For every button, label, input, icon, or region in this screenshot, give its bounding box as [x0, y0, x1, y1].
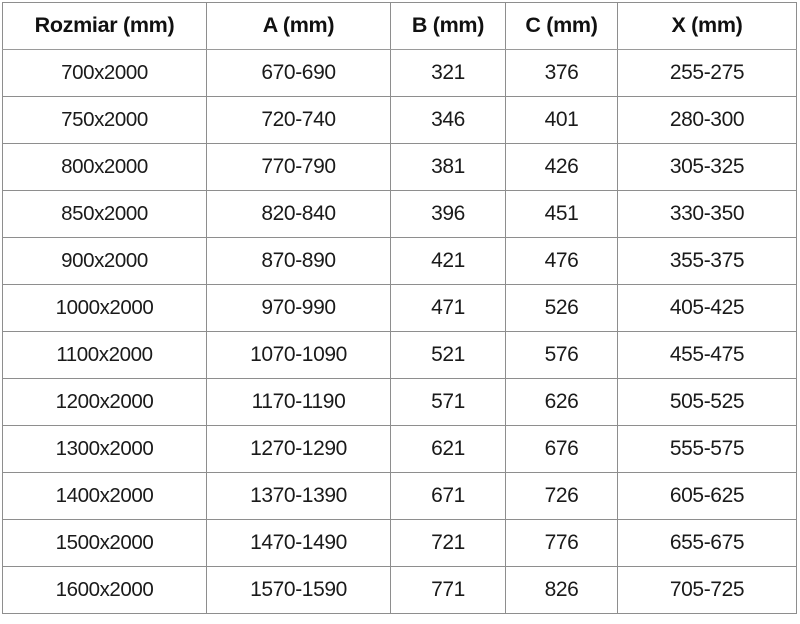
cell-b: 421: [390, 237, 506, 285]
column-header-x: X (mm): [617, 2, 797, 50]
cell-c: 826: [505, 566, 618, 614]
cell-size: 1600x2000: [2, 566, 207, 614]
cell-b: 621: [390, 425, 506, 473]
cell-x: 505-525: [617, 378, 797, 426]
cell-x: 280-300: [617, 96, 797, 144]
table-header-row: Rozmiar (mm) A (mm) B (mm) C (mm) X (mm): [2, 2, 797, 50]
cell-c: 576: [505, 331, 618, 379]
table-header: Rozmiar (mm) A (mm) B (mm) C (mm) X (mm): [2, 2, 797, 50]
cell-size: 1200x2000: [2, 378, 207, 426]
cell-b: 396: [390, 190, 506, 238]
cell-a: 770-790: [206, 143, 391, 191]
cell-size: 850x2000: [2, 190, 207, 238]
cell-a: 820-840: [206, 190, 391, 238]
cell-size: 1000x2000: [2, 284, 207, 332]
column-header-c: C (mm): [505, 2, 618, 50]
table-body: 700x2000 670-690 321 376 255-275 750x2000 720-…: [2, 49, 797, 614]
table-row: 1500x2000 1470-1490 721 776 655-675: [2, 519, 797, 567]
cell-b: 381: [390, 143, 506, 191]
table-row: 800x2000 770-790 381 426 305-325: [2, 143, 797, 191]
cell-x: 330-350: [617, 190, 797, 238]
table-row: 1100x2000 1070-1090 521 576 455-475: [2, 331, 797, 379]
cell-x: 455-475: [617, 331, 797, 379]
cell-a: 1070-1090: [206, 331, 391, 379]
table-row: 1400x2000 1370-1390 671 726 605-625: [2, 472, 797, 520]
cell-a: 1370-1390: [206, 472, 391, 520]
cell-x: 405-425: [617, 284, 797, 332]
table-row: 1200x2000 1170-1190 571 626 505-525: [2, 378, 797, 426]
cell-c: 626: [505, 378, 618, 426]
cell-c: 376: [505, 49, 618, 97]
table-row: 1000x2000 970-990 471 526 405-425: [2, 284, 797, 332]
cell-b: 471: [390, 284, 506, 332]
cell-c: 726: [505, 472, 618, 520]
cell-size: 1500x2000: [2, 519, 207, 567]
column-header-size: Rozmiar (mm): [2, 2, 207, 50]
cell-x: 705-725: [617, 566, 797, 614]
cell-x: 605-625: [617, 472, 797, 520]
cell-c: 426: [505, 143, 618, 191]
specification-table-container: Rozmiar (mm) A (mm) B (mm) C (mm) X (mm)…: [2, 2, 797, 614]
cell-b: 321: [390, 49, 506, 97]
column-header-a: A (mm): [206, 2, 391, 50]
table-row: 900x2000 870-890 421 476 355-375: [2, 237, 797, 285]
cell-a: 1270-1290: [206, 425, 391, 473]
cell-size: 1400x2000: [2, 472, 207, 520]
dimensions-table: Rozmiar (mm) A (mm) B (mm) C (mm) X (mm)…: [2, 2, 797, 614]
cell-b: 671: [390, 472, 506, 520]
cell-a: 970-990: [206, 284, 391, 332]
cell-b: 771: [390, 566, 506, 614]
cell-size: 750x2000: [2, 96, 207, 144]
cell-size: 800x2000: [2, 143, 207, 191]
cell-a: 1470-1490: [206, 519, 391, 567]
cell-c: 401: [505, 96, 618, 144]
cell-size: 700x2000: [2, 49, 207, 97]
cell-b: 721: [390, 519, 506, 567]
cell-c: 676: [505, 425, 618, 473]
cell-a: 720-740: [206, 96, 391, 144]
cell-size: 900x2000: [2, 237, 207, 285]
cell-size: 1300x2000: [2, 425, 207, 473]
table-row: 700x2000 670-690 321 376 255-275: [2, 49, 797, 97]
table-row: 1300x2000 1270-1290 621 676 555-575: [2, 425, 797, 473]
cell-c: 776: [505, 519, 618, 567]
cell-b: 346: [390, 96, 506, 144]
table-row: 750x2000 720-740 346 401 280-300: [2, 96, 797, 144]
cell-b: 521: [390, 331, 506, 379]
cell-x: 555-575: [617, 425, 797, 473]
table-row: 850x2000 820-840 396 451 330-350: [2, 190, 797, 238]
table-row: 1600x2000 1570-1590 771 826 705-725: [2, 566, 797, 614]
cell-b: 571: [390, 378, 506, 426]
cell-x: 255-275: [617, 49, 797, 97]
cell-c: 526: [505, 284, 618, 332]
cell-c: 476: [505, 237, 618, 285]
cell-a: 670-690: [206, 49, 391, 97]
cell-x: 305-325: [617, 143, 797, 191]
cell-size: 1100x2000: [2, 331, 207, 379]
cell-x: 655-675: [617, 519, 797, 567]
column-header-b: B (mm): [390, 2, 506, 50]
cell-c: 451: [505, 190, 618, 238]
cell-a: 870-890: [206, 237, 391, 285]
cell-x: 355-375: [617, 237, 797, 285]
cell-a: 1570-1590: [206, 566, 391, 614]
cell-a: 1170-1190: [206, 378, 391, 426]
